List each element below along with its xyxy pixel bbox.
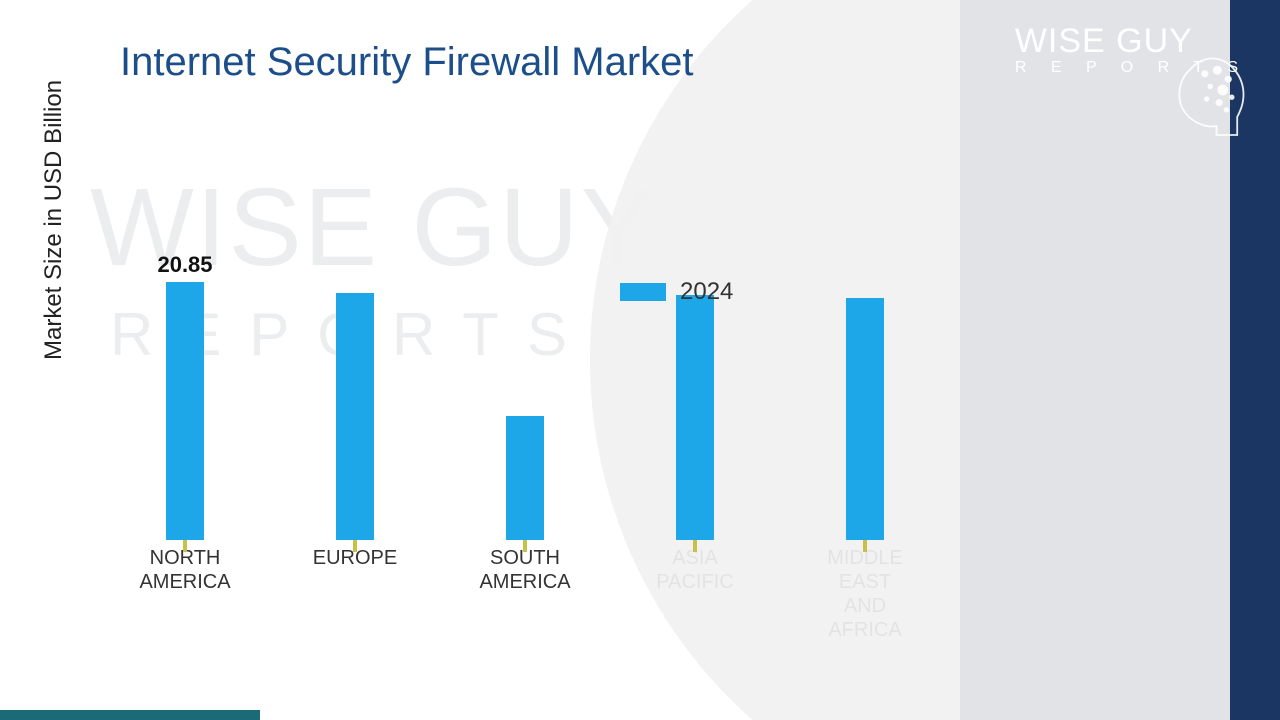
logo-line1: WISE GUY — [1015, 24, 1248, 58]
bar-north-america: 20.85 — [166, 282, 204, 540]
logo-head-icon — [1158, 54, 1248, 144]
y-axis-label: Market Size in USD Billion — [40, 80, 68, 360]
category-label: NORTHAMERICA — [110, 546, 260, 594]
brand-logo: WISE GUY R E P O R T S — [1015, 24, 1248, 76]
bar-tick — [353, 540, 357, 552]
infographic-canvas: WISE GUY REPORTS WISE GUY R E P O R T S … — [0, 0, 1280, 720]
bar-tick — [183, 540, 187, 552]
category-label: SOUTHAMERICA — [450, 546, 600, 594]
bar-tick — [693, 540, 697, 552]
chart-title: Internet Security Firewall Market — [120, 40, 694, 85]
chart-plot-area: 20.85 — [130, 120, 980, 540]
legend-label: 2024 — [680, 278, 733, 306]
bar-south-america — [506, 416, 544, 540]
chart-legend: 2024 — [620, 278, 733, 306]
bar-europe — [336, 293, 374, 540]
bar-asia-pacific — [676, 295, 714, 540]
bar-tick — [863, 540, 867, 552]
bar-middle-east-and-africa — [846, 298, 884, 540]
bar-value-label: 20.85 — [157, 252, 212, 282]
legend-swatch — [620, 283, 666, 301]
bottom-accent-strip — [0, 710, 260, 720]
bar-tick — [523, 540, 527, 552]
